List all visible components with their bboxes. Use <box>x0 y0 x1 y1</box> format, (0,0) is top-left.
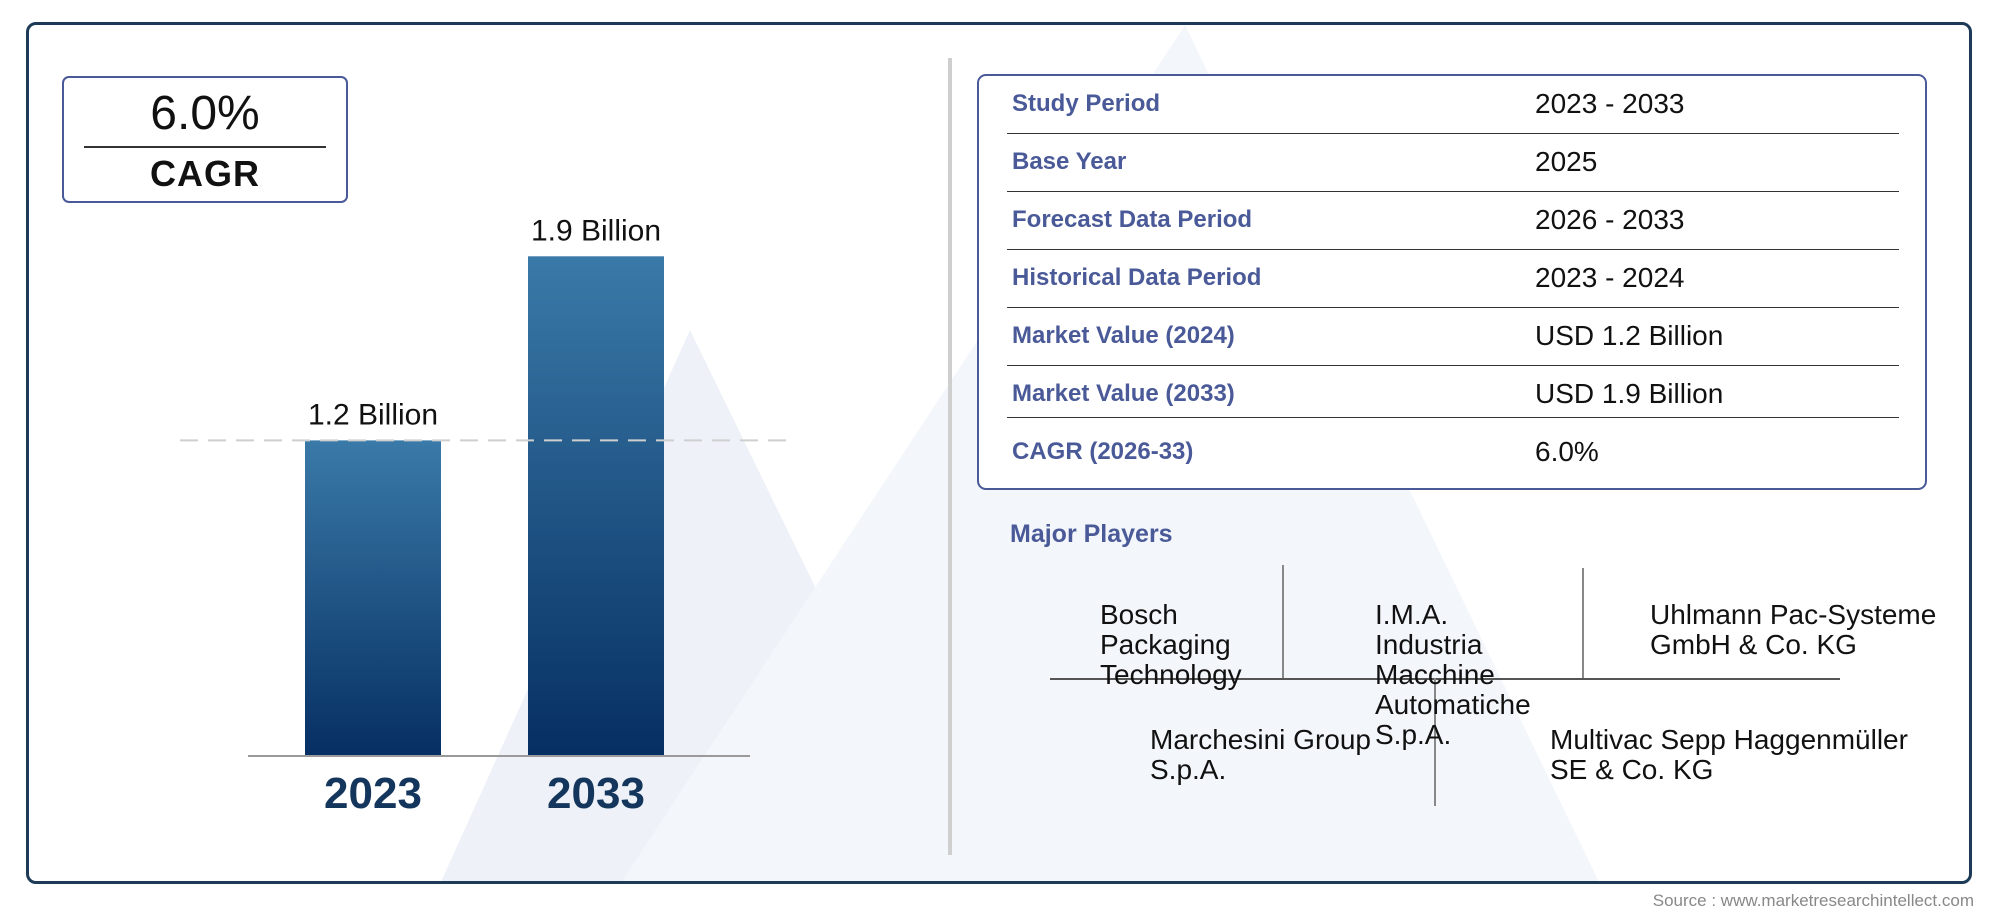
bar-data-label: 1.9 Billion <box>531 214 661 247</box>
table-row-key: Study Period <box>1012 90 1161 117</box>
category-label: 2033 <box>547 769 645 818</box>
table-row-value: 2023 - 2024 <box>1535 262 1685 293</box>
table-row-key: Historical Data Period <box>1012 264 1262 291</box>
table-row-value: USD 1.9 Billion <box>1535 378 1724 409</box>
table-row: Market Value (2024) USD 1.2 Billion <box>1007 308 1899 366</box>
table-row-value: 6.0% <box>1535 436 1599 467</box>
cagr-value: 6.0% <box>150 87 260 140</box>
table-row: CAGR (2026-33) 6.0% <box>1007 424 1899 482</box>
source-note: Source : www.marketresearchintellect.com <box>1652 891 1974 910</box>
table-row-key: Forecast Data Period <box>1012 206 1253 233</box>
table-row-divider <box>1007 190 1899 192</box>
table-row-key: CAGR (2026-33) <box>1012 438 1194 465</box>
bar-2033 <box>528 256 664 756</box>
table-row-value: USD 1.2 Billion <box>1535 320 1724 351</box>
table-row-value: 2026 - 2033 <box>1535 204 1685 235</box>
players-connector-line <box>1282 565 1284 678</box>
table-row-value: 2023 - 2033 <box>1535 88 1685 119</box>
cagr-divider <box>84 146 326 148</box>
bar-data-label: 1.2 Billion <box>308 398 438 431</box>
table-row-key: Market Value (2033) <box>1012 380 1235 407</box>
table-row-key: Market Value (2024) <box>1012 322 1235 349</box>
table-row-divider <box>1007 132 1899 134</box>
player-ima: I.M.A. Industria Macchine Automatiche S.… <box>1375 599 1531 750</box>
players-connector-line <box>1582 568 1584 678</box>
table-row: Historical Data Period 2023 - 2024 <box>1007 250 1899 308</box>
table-row-key: Base Year <box>1012 148 1127 175</box>
bar-chart: 1.2 Billion 2023 1.9 Billion 2033 <box>180 214 790 818</box>
section-divider <box>948 58 952 855</box>
players-connector-line <box>1050 678 1840 680</box>
table-row: Base Year 2025 <box>1007 134 1899 192</box>
table-row: Study Period 2023 - 2033 <box>1007 76 1899 134</box>
major-players-title: Major Players <box>1010 520 1173 548</box>
player-uhlmann: Uhlmann Pac-Systeme GmbH & Co. KG <box>1650 599 1937 660</box>
bar-2023 <box>305 440 441 756</box>
player-multivac: Multivac Sepp Haggenmüller SE & Co. KG <box>1550 724 1908 785</box>
player-marchesini: Marchesini Group S.p.A. <box>1150 724 1371 785</box>
table-row-divider <box>1007 364 1899 366</box>
players-connector-line <box>1434 678 1436 806</box>
table-row-divider <box>1007 416 1899 418</box>
table-row-divider <box>1007 306 1899 308</box>
infographic-frame <box>26 22 1972 884</box>
cagr-box: 6.0% CAGR <box>62 76 348 203</box>
table-row: Forecast Data Period 2026 - 2033 <box>1007 192 1899 250</box>
player-bosch: Bosch Packaging Technology <box>1100 599 1242 690</box>
table-row: Market Value (2033) USD 1.9 Billion <box>1007 366 1899 418</box>
table-row-value: 2025 <box>1535 146 1598 177</box>
category-label: 2023 <box>324 769 422 818</box>
table-row-divider <box>1007 248 1899 250</box>
market-info-table: Study Period 2023 - 2033 Base Year 2025 Fore… <box>977 74 1927 490</box>
cagr-label: CAGR <box>150 153 260 194</box>
